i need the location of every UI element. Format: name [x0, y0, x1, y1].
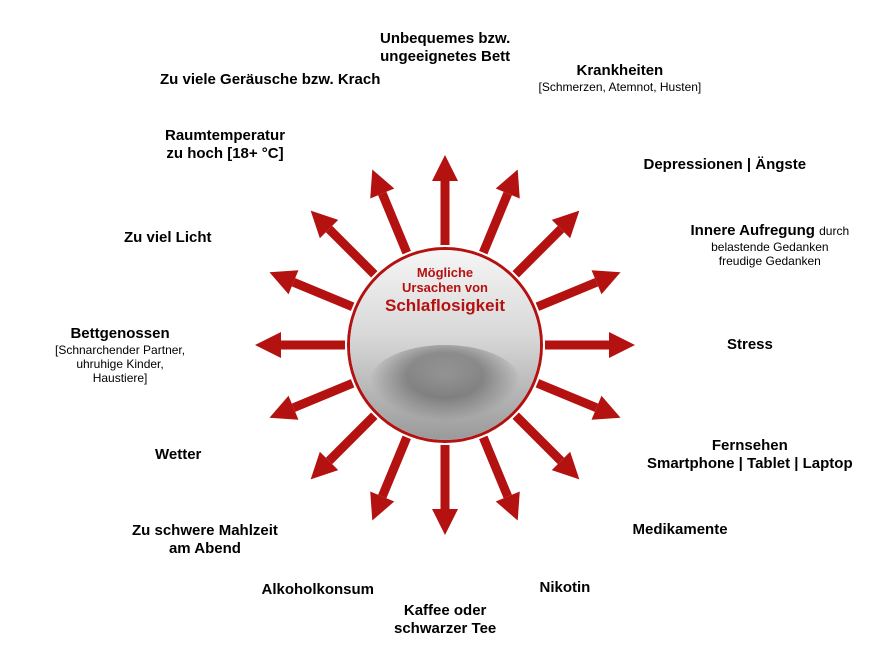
- label-main-text: ungeeignetes Bett: [380, 48, 510, 66]
- label-licht: Zu viel Licht: [124, 229, 212, 247]
- label-medikamente: Medikamente: [633, 521, 728, 539]
- label-temperatur: Raumtemperaturzu hoch [18+ °C]: [165, 127, 285, 163]
- label-sub-text: durch: [819, 224, 849, 238]
- label-innere-aufregung: Innere Aufregung durch belastende Gedanke…: [691, 222, 850, 269]
- label-main-text: Medikamente: [633, 521, 728, 539]
- arrow-head: [609, 332, 635, 358]
- arrow-shaft: [281, 341, 345, 350]
- label-geraeusche: Zu viele Geräusche bzw. Krach: [160, 71, 380, 89]
- label-main-text: am Abend: [132, 540, 278, 558]
- arrow-head: [432, 155, 458, 181]
- label-mahlzeit: Zu schwere Mahlzeitam Abend: [132, 522, 278, 558]
- center-title-line1: Mögliche: [350, 266, 540, 281]
- label-sub-text: freudige Gedanken: [691, 254, 850, 268]
- label-main-text: Depressionen | Ängste: [644, 156, 807, 174]
- label-main-text: Fernsehen: [647, 437, 853, 455]
- center-circle: Mögliche Ursachen von Schlaflosigkeit: [347, 247, 543, 443]
- label-fernsehen: FernsehenSmartphone | Tablet | Laptop: [647, 437, 853, 473]
- label-main-text: Zu viele Geräusche bzw. Krach: [160, 71, 380, 89]
- label-main-text: Zu viel Licht: [124, 229, 212, 247]
- label-kaffee: Kaffee oderschwarzer Tee: [394, 602, 496, 638]
- arrow-shaft: [292, 278, 355, 311]
- center-title-line3: Schlaflosigkeit: [350, 296, 540, 316]
- label-stress: Stress: [727, 336, 773, 354]
- label-depressionen: Depressionen | Ängste: [644, 156, 807, 174]
- label-sub-text: uhruhige Kinder,: [55, 357, 185, 371]
- label-main-text: Raumtemperatur: [165, 127, 285, 145]
- label-nikotin: Nikotin: [540, 579, 591, 597]
- label-sub-text: belastende Gedanken: [691, 240, 850, 254]
- arrow-shaft: [479, 192, 512, 255]
- arrow-head: [255, 332, 281, 358]
- label-main-text: Alkoholkonsum: [262, 581, 375, 599]
- label-main-text: Wetter: [155, 446, 201, 464]
- label-main-text: Unbequemes bzw.: [380, 30, 510, 48]
- arrow-shaft: [536, 379, 599, 412]
- label-unbequemes-bett: Unbequemes bzw.ungeeignetes Bett: [380, 30, 510, 66]
- label-bettgenossen: Bettgenossen[Schnarchender Partner,uhruh…: [55, 325, 185, 386]
- label-main-text: Innere Aufregung: [691, 222, 820, 239]
- label-sub-text: [Schmerzen, Atemnot, Husten]: [539, 80, 702, 94]
- arrow-shaft: [292, 379, 355, 412]
- arrow-shaft: [378, 436, 411, 499]
- arrow-head: [432, 509, 458, 535]
- center-title-line2: Ursachen von: [350, 281, 540, 296]
- arrow-shaft: [545, 341, 609, 350]
- label-main-text: Smartphone | Tablet | Laptop: [647, 455, 853, 473]
- diagram-stage: Mögliche Ursachen von Schlaflosigkeit Un…: [0, 0, 890, 670]
- label-main-text: Nikotin: [540, 579, 591, 597]
- label-main-text: zu hoch [18+ °C]: [165, 145, 285, 163]
- arrow-shaft: [479, 436, 512, 499]
- label-sub-text: [Schnarchender Partner,: [55, 343, 185, 357]
- arrow-shaft: [441, 445, 450, 509]
- label-wetter: Wetter: [155, 446, 201, 464]
- label-sub-text: Haustiere]: [55, 371, 185, 385]
- label-krankheiten: Krankheiten[Schmerzen, Atemnot, Husten]: [539, 62, 702, 94]
- label-main-text: Krankheiten: [539, 62, 702, 80]
- label-main-text: Stress: [727, 336, 773, 354]
- label-main-text: schwarzer Tee: [394, 620, 496, 638]
- arrow-shaft: [378, 192, 411, 255]
- center-title: Mögliche Ursachen von Schlaflosigkeit: [350, 266, 540, 315]
- label-main-text: Bettgenossen: [55, 325, 185, 343]
- label-main-text: Kaffee oder: [394, 602, 496, 620]
- label-main-text: Zu schwere Mahlzeit: [132, 522, 278, 540]
- arrow-shaft: [441, 181, 450, 245]
- arrow-shaft: [536, 278, 599, 311]
- label-alkohol: Alkoholkonsum: [262, 581, 375, 599]
